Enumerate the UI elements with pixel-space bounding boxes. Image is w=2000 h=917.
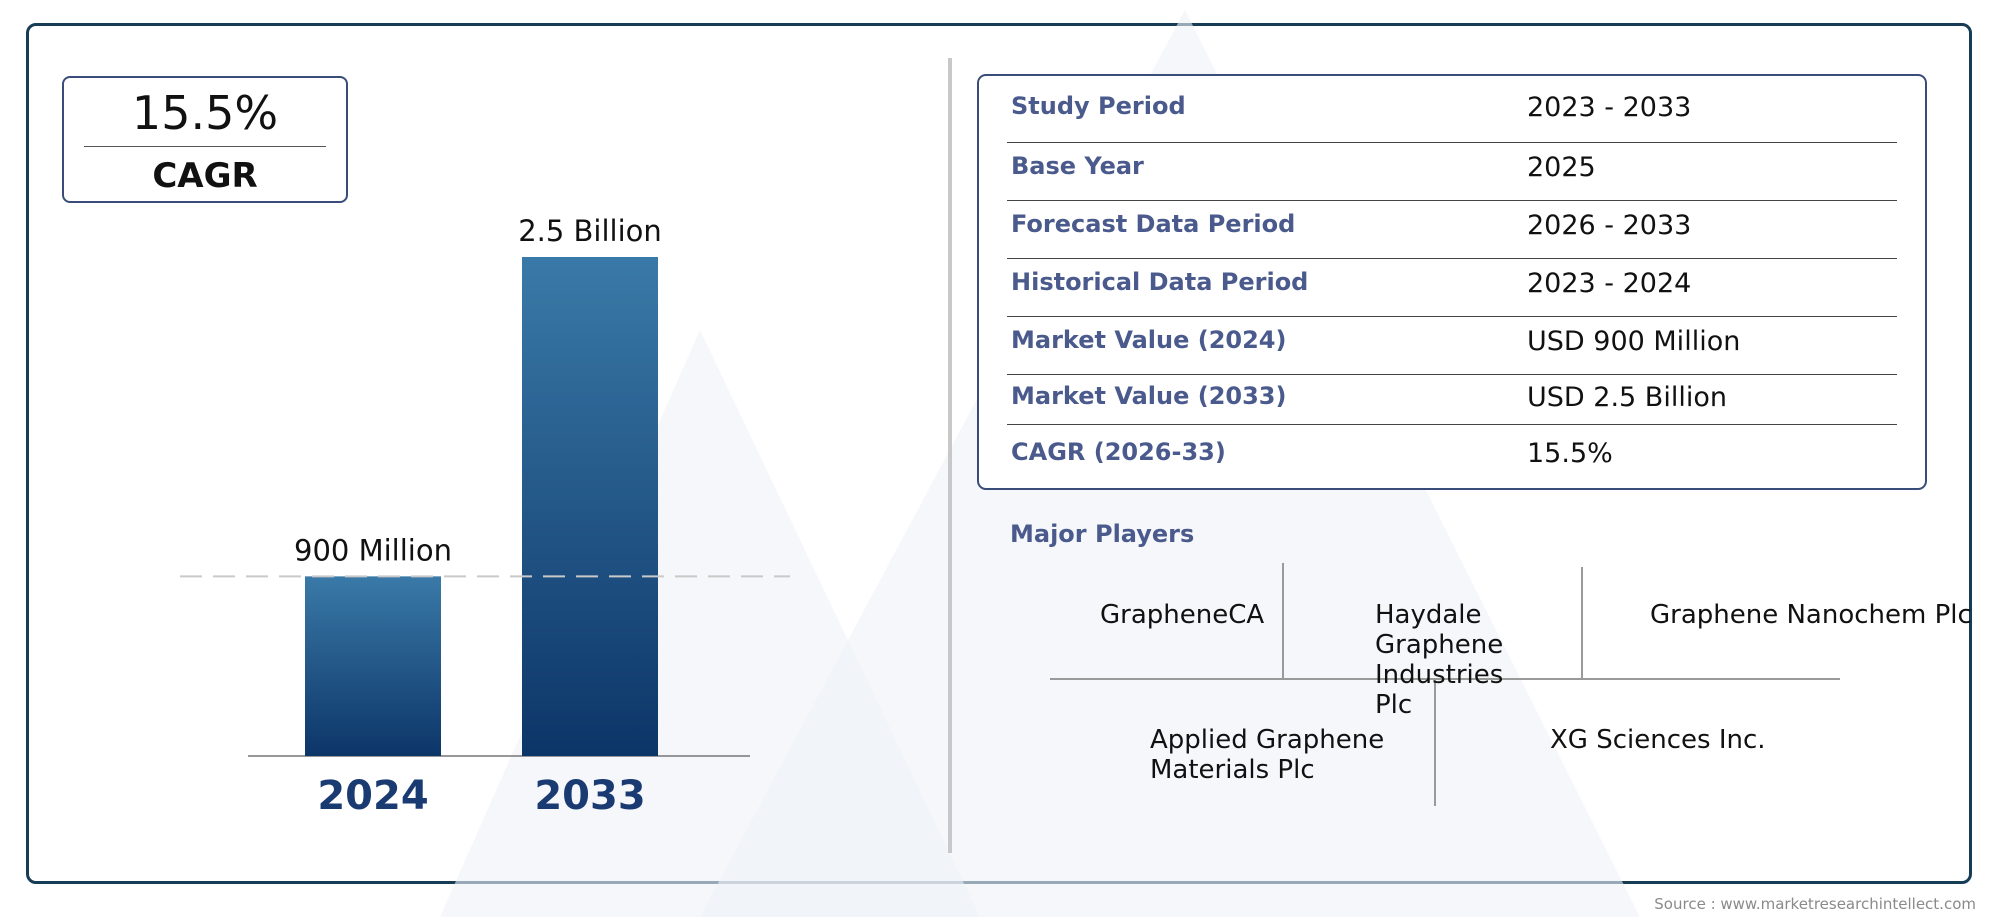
info-value: 2023 - 2024 — [1527, 268, 1692, 299]
players-vertical-rule — [1581, 567, 1583, 678]
bar-2033 — [522, 257, 658, 756]
info-key: Forecast Data Period — [1011, 210, 1296, 238]
players-horizontal-rule — [1050, 678, 1840, 680]
info-value: 2026 - 2033 — [1527, 210, 1692, 241]
row-divider — [1007, 200, 1897, 201]
info-value: 2023 - 2033 — [1527, 92, 1692, 123]
players-vertical-rule — [1282, 563, 1284, 678]
bar-value-label: 900 Million — [294, 533, 452, 567]
cagr-badge: 15.5% CAGR — [62, 76, 348, 203]
cagr-divider — [84, 146, 326, 147]
category-label: 2033 — [534, 773, 645, 819]
category-label: 2024 — [317, 773, 428, 819]
player-name: XG Sciences Inc. — [1550, 725, 1766, 755]
info-value: 2025 — [1527, 152, 1596, 183]
vertical-divider — [948, 58, 952, 853]
info-key: Market Value (2024) — [1011, 326, 1287, 354]
info-key: Market Value (2033) — [1011, 382, 1287, 410]
info-value: 15.5% — [1527, 438, 1613, 469]
row-divider — [1007, 142, 1897, 143]
info-value: USD 900 Million — [1527, 326, 1741, 357]
cagr-label: CAGR — [152, 156, 258, 196]
row-divider — [1007, 374, 1897, 375]
cagr-value: 15.5% — [131, 86, 279, 140]
market-info-table: Study Period 2023 - 2033 Base Year 2025 … — [977, 74, 1927, 490]
bar-2024 — [305, 576, 441, 756]
info-key: Historical Data Period — [1011, 268, 1309, 296]
player-name: GrapheneCA — [1100, 600, 1265, 630]
market-value-bar-chart: 900 Million 2024 2.5 Billion 2033 — [180, 214, 790, 819]
row-divider — [1007, 258, 1897, 259]
bar-value-label: 2.5 Billion — [518, 214, 662, 248]
player-name: Haydale Graphene Industries Plc — [1375, 600, 1504, 720]
row-divider — [1007, 316, 1897, 317]
row-divider — [1007, 424, 1897, 425]
info-value: USD 2.5 Billion — [1527, 382, 1727, 413]
source-credit: Source : www.marketresearchintellect.com — [1654, 895, 1976, 913]
players-vertical-rule — [1434, 678, 1436, 806]
major-players-title: Major Players — [1010, 520, 1195, 548]
info-key: Study Period — [1011, 92, 1186, 120]
player-name: Graphene Nanochem Plc — [1650, 600, 1972, 630]
info-key: CAGR (2026-33) — [1011, 438, 1226, 466]
info-key: Base Year — [1011, 152, 1144, 180]
player-name: Applied Graphene Materials Plc — [1150, 725, 1385, 785]
